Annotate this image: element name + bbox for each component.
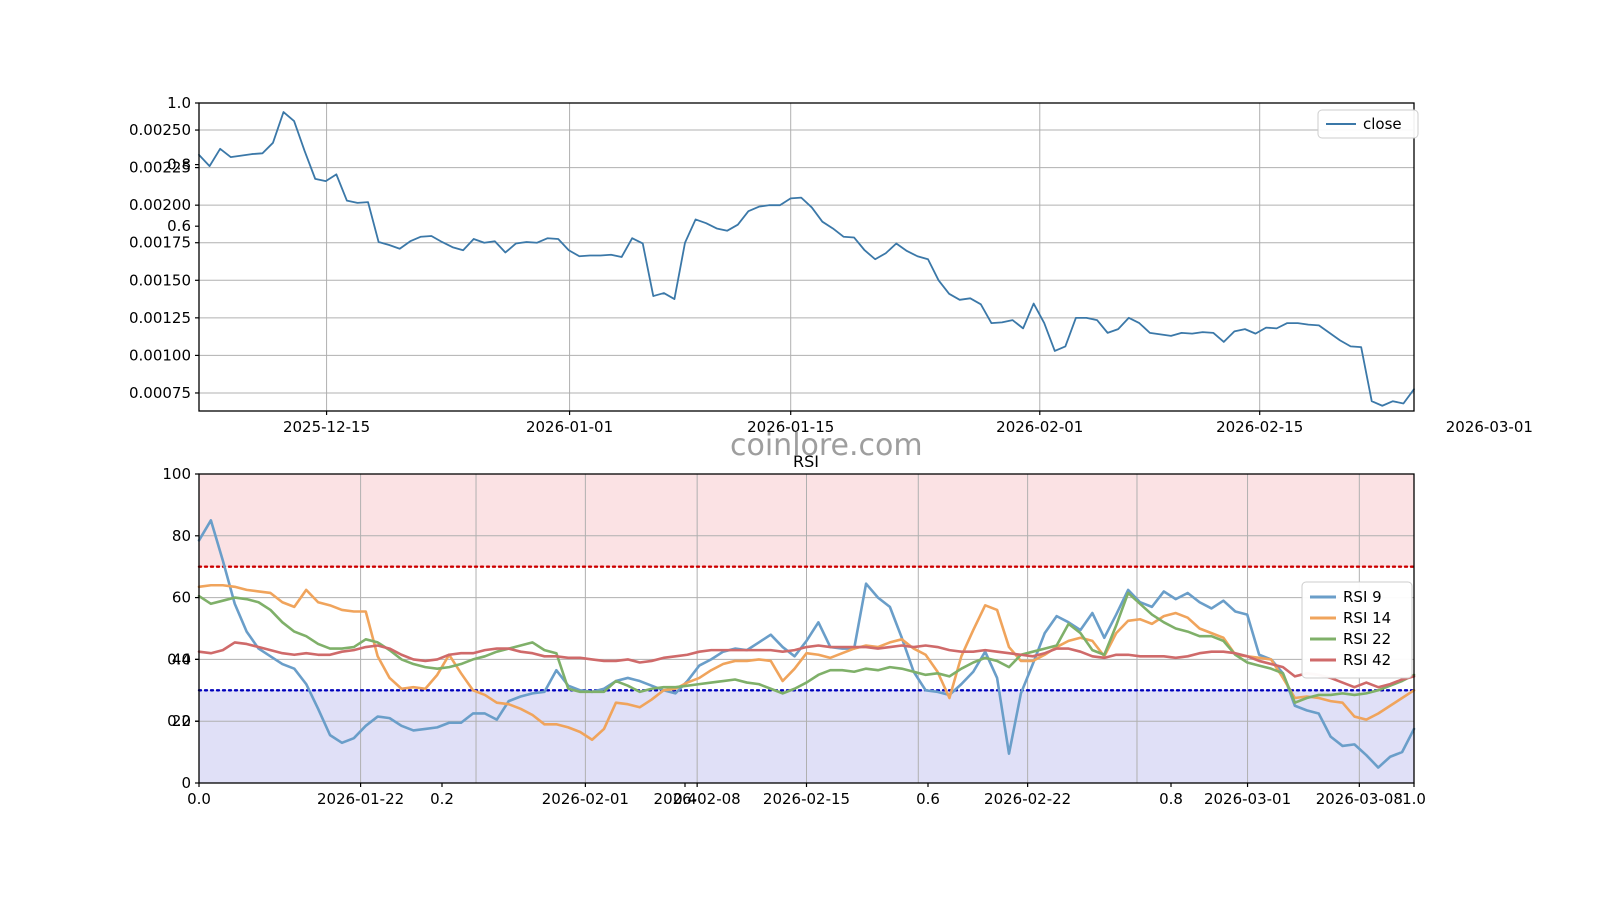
price-secondary-ytick-label: 1.0 xyxy=(167,94,191,112)
price-axes xyxy=(198,102,1415,412)
rsi-xtick-label: 2026-01-22 xyxy=(317,790,404,808)
rsi-legend-label: RSI 42 xyxy=(1343,651,1391,669)
price-ytick-label: 0.00150 xyxy=(129,271,191,289)
price-ytick-label: 0.00125 xyxy=(129,309,191,327)
rsi-numeric-xtick-label: 0.6 xyxy=(916,790,940,808)
rsi-xtick-label: 2026-02-15 xyxy=(763,790,850,808)
rsi-line-rsi-42 xyxy=(197,641,1416,689)
price-ytick-label: 0.00225 xyxy=(129,159,191,177)
rsi-line-rsi-14 xyxy=(197,583,1416,742)
rsi-legend-label: RSI 14 xyxy=(1343,609,1391,627)
price-xtick-label: 2026-03-01 xyxy=(1446,418,1533,436)
rsi-x-numeric-tick-labels: 0.0 0.2 0.4 0.6 0.8 1.0 xyxy=(187,783,1426,808)
rsi-ytick-label: 80 xyxy=(172,527,191,545)
rsi-threshold-lines xyxy=(197,565,1416,692)
rsi-chart-panel: 0 20 40 60 80 100 0.2 0.4 2026-01-22 2026-02-01… xyxy=(162,452,1426,808)
rsi-numeric-xtick-label: 1.0 xyxy=(1402,790,1426,808)
price-chart-panel: 0.00075 0.00100 0.00125 0.00150 0.00175 0.002… xyxy=(129,94,1533,436)
rsi-xtick-label: 2026-02-08 xyxy=(654,790,741,808)
rsi-numeric-xtick-label: 0.2 xyxy=(430,790,454,808)
price-xtick-label: 2025-12-15 xyxy=(283,418,370,436)
price-ytick-label: 0.00200 xyxy=(129,196,191,214)
rsi-ytick-label: 40 xyxy=(172,650,191,668)
rsi-numeric-xtick-label: 0.4 xyxy=(673,790,697,808)
price-xtick-label: 2026-02-15 xyxy=(1216,418,1303,436)
rsi-x-tick-labels: 2026-01-22 2026-02-01 2026-02-08 2026-02-15… xyxy=(317,783,1403,808)
price-series-group xyxy=(198,111,1415,407)
price-xtick-label: 2026-01-15 xyxy=(747,418,834,436)
rsi-xtick-label: 2026-03-08 xyxy=(1316,790,1403,808)
rsi-legend-label: RSI 9 xyxy=(1343,588,1382,606)
rsi-panel-title: RSI xyxy=(793,452,819,471)
watermark: coinlore.com xyxy=(730,428,923,463)
price-secondary-ytick-label: 0.8 xyxy=(167,156,191,174)
price-xtick-label: 2026-02-01 xyxy=(996,418,1083,436)
rsi-series-group xyxy=(197,519,1416,769)
rsi-secondary-y-tick-labels: 0.2 0.4 xyxy=(167,650,199,730)
rsi-y-tick-labels: 0 20 40 60 80 100 xyxy=(162,465,199,792)
price-legend[interactable]: close xyxy=(1317,109,1419,139)
rsi-numeric-xtick-label: 0.0 xyxy=(187,790,211,808)
price-legend-label: close xyxy=(1363,115,1402,133)
price-secondary-y-tick-labels: 0.6 0.8 1.0 xyxy=(167,94,199,235)
price-ytick-label: 0.00075 xyxy=(129,384,191,402)
rsi-ytick-label: 0 xyxy=(181,774,191,792)
price-gridlines xyxy=(199,103,1414,411)
price-secondary-ytick-label: 0.6 xyxy=(167,217,191,235)
rsi-xtick-label: 2026-03-01 xyxy=(1204,790,1291,808)
rsi-ytick-label: 20 xyxy=(172,712,191,730)
price-xtick-label: 2026-01-01 xyxy=(526,418,613,436)
price-x-tick-labels: 2025-12-15 2026-01-01 2026-01-15 2026-02-01… xyxy=(283,411,1533,436)
rsi-legend[interactable]: RSI 9 RSI 14 RSI 22 RSI 42 xyxy=(1301,581,1413,679)
rsi-xtick-label: 2026-02-01 xyxy=(542,790,629,808)
price-ytick-label: 0.00250 xyxy=(129,121,191,139)
rsi-numeric-xtick-label: 0.8 xyxy=(1159,790,1183,808)
rsi-line-rsi-22 xyxy=(197,591,1416,704)
price-ytick-label: 0.00100 xyxy=(129,346,191,364)
rsi-secondary-ytick-label: 0.2 xyxy=(167,712,191,730)
rsi-legend-label: RSI 22 xyxy=(1343,630,1391,648)
rsi-xtick-label: 2026-02-22 xyxy=(984,790,1071,808)
rsi-ytick-label: 60 xyxy=(172,589,191,607)
rsi-secondary-ytick-label: 0.4 xyxy=(167,650,191,668)
price-ytick-label: 0.00175 xyxy=(129,234,191,252)
rsi-line-rsi-9 xyxy=(197,519,1416,769)
rsi-ytick-label: 100 xyxy=(162,465,191,483)
price-y-tick-labels: 0.00075 0.00100 0.00125 0.00150 0.00175 0.002… xyxy=(129,121,199,402)
price-line-close xyxy=(198,111,1415,407)
watermark-text: coinlore.com xyxy=(730,428,923,463)
